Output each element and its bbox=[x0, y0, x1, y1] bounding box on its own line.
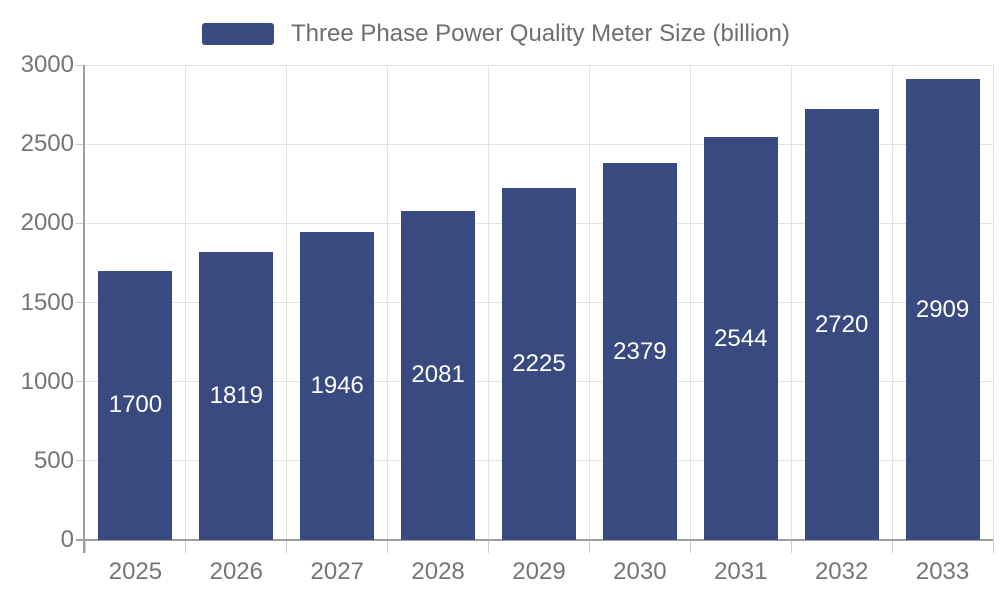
x-axis-tick bbox=[286, 540, 288, 553]
x-axis-label: 2027 bbox=[310, 558, 364, 585]
x-axis-tick bbox=[387, 540, 389, 553]
x-axis-label: 2031 bbox=[714, 558, 768, 585]
y-axis-label: 2500 bbox=[20, 130, 74, 158]
y-axis-tick bbox=[76, 381, 85, 383]
grid-line-vertical bbox=[488, 65, 490, 540]
bar-value-label: 2909 bbox=[915, 295, 970, 323]
y-axis-label: 3000 bbox=[20, 51, 74, 78]
grid-line-vertical bbox=[790, 65, 792, 540]
x-axis-tick bbox=[790, 540, 792, 553]
legend-label: Three Phase Power Quality Meter Size (bi… bbox=[291, 20, 790, 47]
x-axis-label: 2025 bbox=[108, 558, 163, 585]
y-axis-label: 1000 bbox=[20, 367, 74, 395]
y-axis-label: 0 bbox=[60, 526, 74, 553]
bar-value-label: 2081 bbox=[411, 361, 465, 389]
y-axis-label: 500 bbox=[33, 446, 74, 474]
legend[interactable]: Three Phase Power Quality Meter Size (bi… bbox=[202, 20, 790, 48]
bar-value-label: 2544 bbox=[714, 324, 768, 352]
x-axis-line bbox=[76, 539, 993, 541]
x-axis-label: 2032 bbox=[814, 558, 869, 585]
bar bbox=[300, 231, 375, 540]
y-axis-tick bbox=[76, 64, 85, 66]
grid-line-vertical bbox=[689, 65, 691, 540]
x-axis-label: 2030 bbox=[613, 558, 667, 585]
x-axis-tick bbox=[84, 540, 86, 553]
x-axis-tick bbox=[588, 540, 590, 553]
bar bbox=[502, 187, 576, 540]
bar-value-label: 1946 bbox=[310, 371, 364, 399]
x-axis-label: 2028 bbox=[411, 558, 465, 585]
bar bbox=[98, 270, 173, 540]
y-axis-label: 2000 bbox=[20, 209, 74, 237]
grid-line-vertical bbox=[588, 65, 590, 540]
bar-value-label: 2225 bbox=[512, 349, 566, 377]
grid-line-horizontal bbox=[85, 64, 993, 66]
bar bbox=[199, 251, 274, 540]
x-axis-tick bbox=[488, 540, 490, 553]
x-axis-label: 2029 bbox=[512, 558, 566, 585]
y-axis-tick bbox=[76, 143, 85, 145]
grid-line-vertical bbox=[891, 65, 893, 540]
legend-swatch bbox=[202, 23, 274, 45]
bar bbox=[602, 163, 677, 540]
x-axis-tick bbox=[891, 540, 893, 553]
y-axis-line bbox=[83, 65, 85, 553]
x-axis-tick bbox=[689, 540, 691, 553]
grid-line-vertical bbox=[992, 65, 994, 540]
y-axis-label: 1500 bbox=[20, 288, 74, 316]
y-axis-tick bbox=[76, 222, 85, 224]
bar bbox=[804, 109, 879, 540]
bar bbox=[905, 79, 980, 540]
x-axis-tick bbox=[185, 540, 187, 553]
x-axis-label: 2033 bbox=[915, 558, 970, 585]
bar bbox=[401, 210, 476, 540]
bar-value-label: 2379 bbox=[613, 337, 667, 365]
grid-line-vertical bbox=[387, 65, 389, 540]
grid-line-vertical bbox=[286, 65, 288, 540]
bar-value-label: 1819 bbox=[209, 381, 264, 409]
grid-line-vertical bbox=[185, 65, 187, 540]
x-axis-label: 2026 bbox=[209, 558, 263, 585]
bar-value-label: 2720 bbox=[814, 310, 869, 338]
bar bbox=[703, 137, 778, 540]
y-axis-tick bbox=[76, 460, 85, 462]
grid-line-horizontal bbox=[85, 143, 993, 145]
bar-value-label: 1700 bbox=[108, 391, 163, 419]
x-axis-tick bbox=[992, 540, 994, 553]
y-axis-tick bbox=[76, 302, 85, 303]
